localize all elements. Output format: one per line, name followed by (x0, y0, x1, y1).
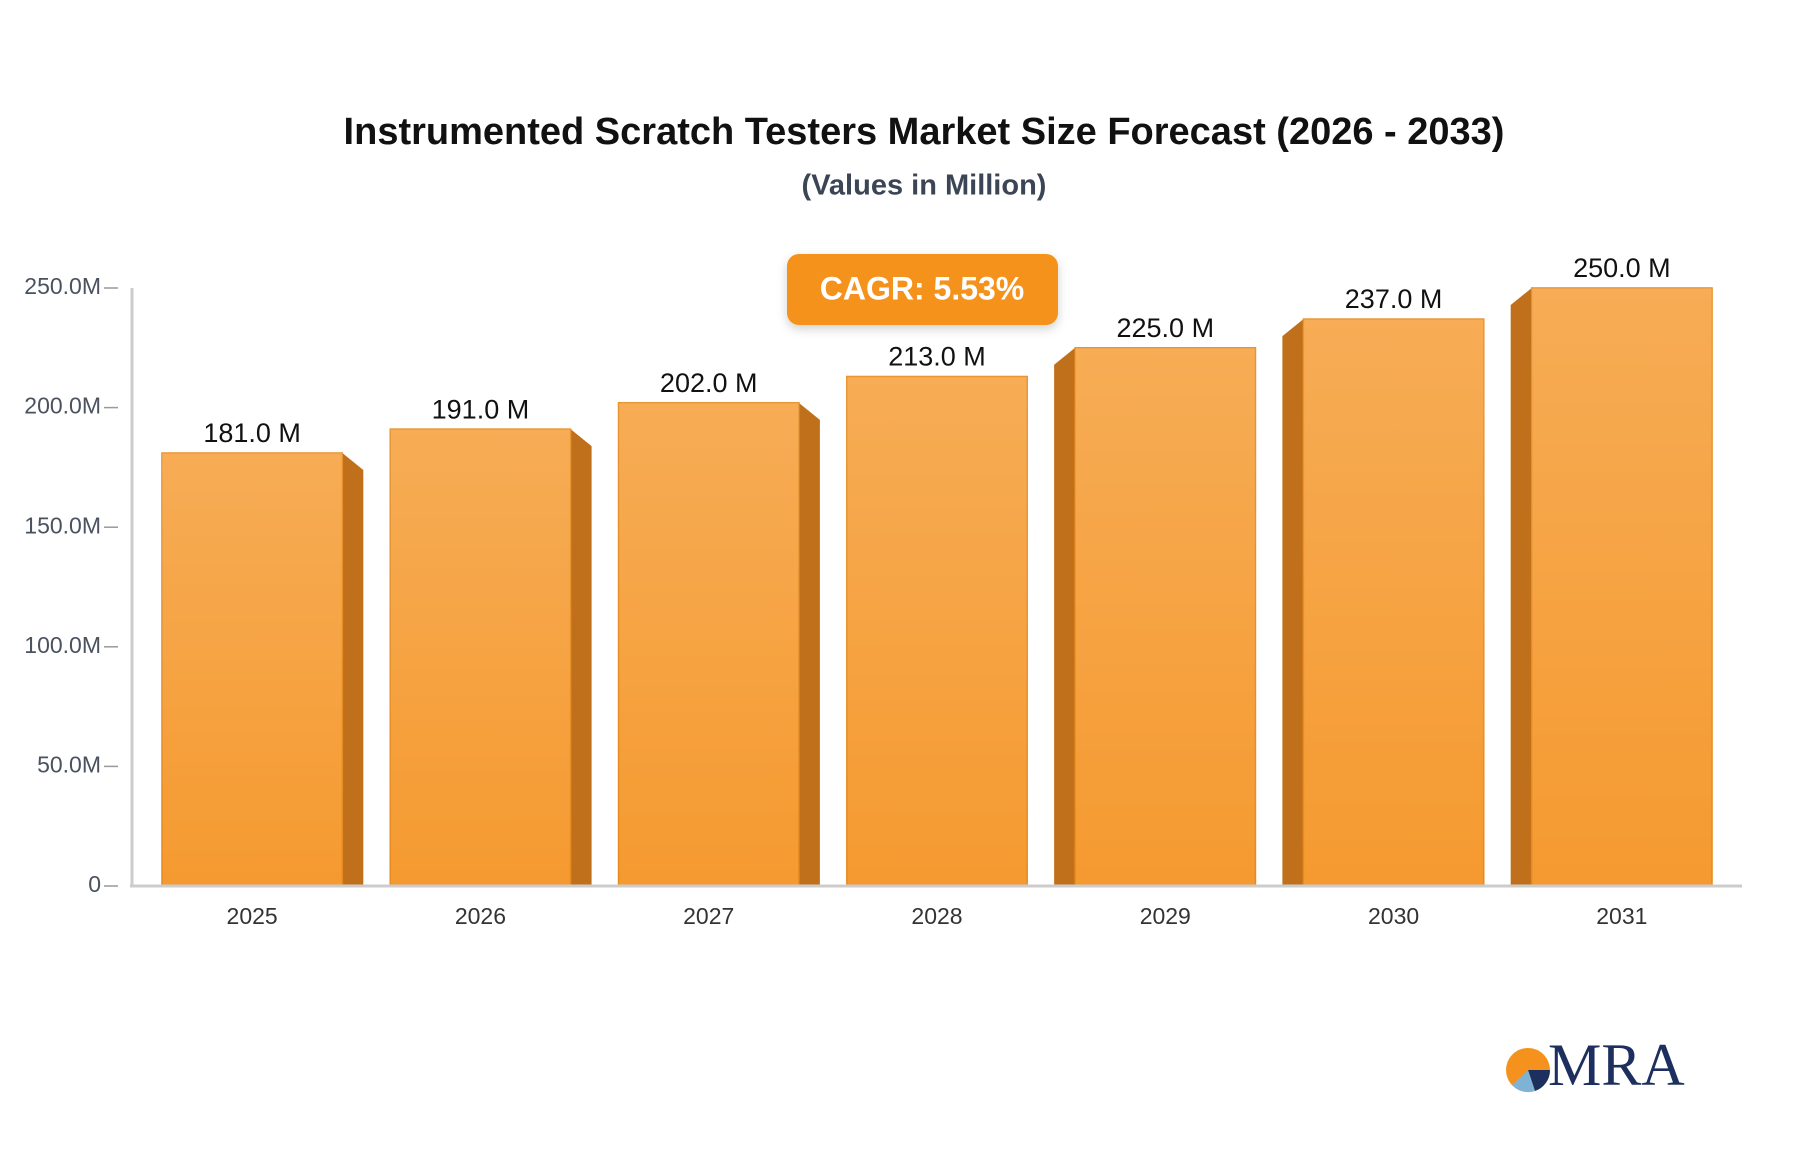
value-label: 237.0 M (1345, 284, 1443, 314)
y-tick-label: 100.0M (24, 632, 101, 658)
x-tick-label: 2031 (1596, 903, 1647, 929)
plot-area: 0 50.0M 100.0M 150.0M 200.0M 250.0M 181.0 M 202… (24, 253, 1742, 929)
value-label: 181.0 M (203, 418, 301, 448)
chart-title: Instrumented Scratch Testers Market Size… (344, 111, 1505, 153)
x-tick-label: 2028 (911, 903, 962, 929)
value-label: 225.0 M (1117, 313, 1215, 343)
y-tick-label: 0 (88, 871, 101, 897)
bar (161, 452, 344, 887)
bar-side (1510, 288, 1532, 886)
x-tick-label: 2027 (683, 903, 734, 929)
x-tick-label: 2030 (1368, 903, 1419, 929)
bar-side (798, 402, 820, 886)
chart-subtitle: (Values in Million) (802, 170, 1047, 202)
y-tick-label: 150.0M (24, 512, 101, 538)
bar-side (342, 453, 364, 886)
logo-icon-slice (1528, 1070, 1551, 1091)
value-label: 250.0 M (1573, 253, 1671, 283)
x-tick-label: 2025 (227, 903, 278, 929)
x-tick-label: 2029 (1140, 903, 1191, 929)
annotation-box (787, 254, 1058, 325)
value-label: 191.0 M (432, 394, 530, 424)
logo: MRA (1506, 1032, 1685, 1098)
bar-side (570, 429, 592, 886)
bar (389, 428, 572, 887)
logo-icon-slice (1512, 1070, 1535, 1093)
y-tick-label: 250.0M (24, 273, 101, 299)
bar (846, 375, 1028, 887)
bar (1530, 287, 1713, 887)
value-label: 202.0 M (660, 368, 758, 398)
value-label: 213.0 M (888, 342, 986, 372)
logo-text: MRA (1548, 1032, 1685, 1098)
bar-side (1282, 319, 1304, 886)
x-tick-label: 2026 (455, 903, 506, 929)
y-tick-label: 200.0M (24, 393, 101, 419)
bar (617, 402, 800, 887)
bar-side (1054, 347, 1076, 886)
bar (1074, 347, 1257, 887)
y-tick-label: 50.0M (37, 751, 101, 777)
annotation: CAGR: 5.53% (820, 270, 1025, 306)
bar (1302, 318, 1485, 887)
